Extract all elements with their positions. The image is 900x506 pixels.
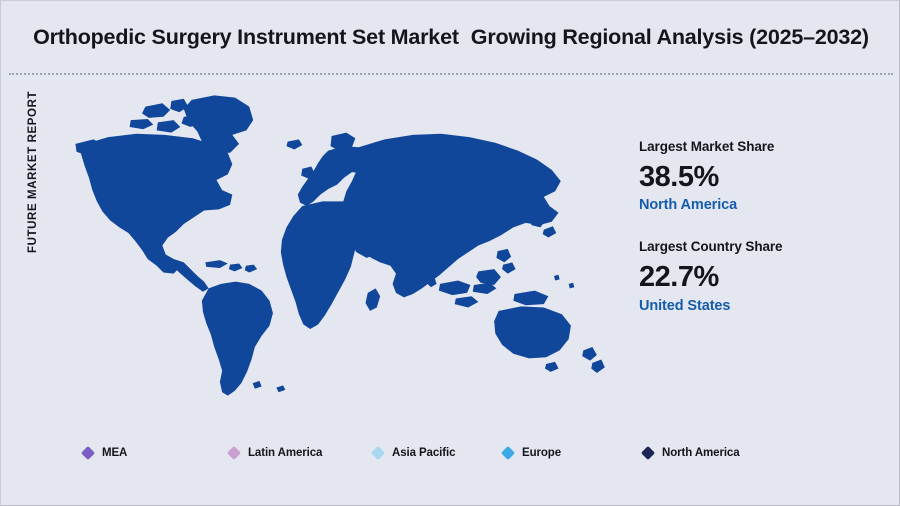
land-japan-2 <box>542 226 557 238</box>
legend-marker-mea <box>80 445 96 461</box>
legend-item-europe: Europe <box>500 445 562 461</box>
stat-block-country-share: Largest Country Share 22.7% United State… <box>639 239 889 313</box>
legend-label-europe: Europe <box>522 447 562 459</box>
land-caribbean-3 <box>244 264 258 273</box>
map-landmasses <box>75 95 605 396</box>
land-europe <box>297 146 377 206</box>
stat-value-market-share: 38.5% <box>639 161 719 193</box>
brand-vertical-label: FUTURE MARKET REPORT <box>23 63 43 253</box>
land-arctic-island-2 <box>170 98 189 113</box>
legend-label-mea: MEA <box>102 447 128 459</box>
land-arctic-island-1 <box>142 103 171 118</box>
land-caribbean-2 <box>228 263 243 272</box>
brand-vertical-text: FUTURE MARKET REPORT <box>27 90 39 253</box>
legend-item-north-america: North America <box>640 445 740 461</box>
legend-label-north-america: North America <box>662 447 740 459</box>
legend-item-mea: MEA <box>80 445 128 461</box>
land-madagascar <box>365 288 381 311</box>
map-legend: MEA Latin America Asia Pacific Europe No… <box>80 445 783 471</box>
legend-marker-latin-america <box>226 445 242 461</box>
header-divider <box>9 73 893 75</box>
land-india <box>402 239 436 284</box>
stat-block-market-share: Largest Market Share 38.5% North America <box>639 139 889 213</box>
legend-item-asia-pacific: Asia Pacific <box>370 445 456 461</box>
legend-marker-north-america <box>640 445 656 461</box>
land-arctic-island-4 <box>156 120 181 133</box>
land-new-guinea <box>513 290 549 306</box>
legend-marker-europe <box>500 445 516 461</box>
land-indonesia-3 <box>454 296 479 308</box>
stats-panel: Largest Market Share 38.5% North America… <box>639 139 889 340</box>
land-arctic-island-5 <box>181 115 201 127</box>
land-island-falklands <box>252 380 262 389</box>
land-new-zealand-2 <box>591 359 605 373</box>
land-iceland <box>286 139 303 150</box>
stat-region-country-share: United States <box>639 297 731 314</box>
legend-label-latin-america: Latin America <box>248 447 323 459</box>
legend-label-asia-pacific: Asia Pacific <box>392 447 456 459</box>
land-island-south-georgia <box>276 385 286 393</box>
land-africa <box>280 201 365 329</box>
page-title-text: Orthopedic Surgery Instrument Set Market… <box>33 25 869 50</box>
land-asia <box>342 133 561 298</box>
stat-region-market-share: North America <box>639 197 738 214</box>
page-title: Orthopedic Surgery Instrument Set Market… <box>1 1 899 73</box>
land-tasmania <box>544 361 559 372</box>
legend-item-latin-america: Latin America <box>226 445 323 461</box>
land-new-zealand-1 <box>582 347 597 361</box>
land-uk <box>301 166 315 179</box>
land-south-america <box>201 281 273 396</box>
world-map-svg <box>75 95 605 396</box>
world-map <box>63 89 633 429</box>
stat-label-country-share: Largest Country Share <box>639 239 783 255</box>
land-island-pacific-2 <box>568 282 575 289</box>
land-scandinavia <box>330 132 356 152</box>
land-arctic-island-3 <box>129 119 154 130</box>
legend-marker-asia-pacific <box>370 445 386 461</box>
land-japan-1 <box>530 212 547 228</box>
land-philippines-1 <box>496 248 512 263</box>
page-title-sub: Growing Regional Analysis (2025–2032) <box>470 24 869 49</box>
land-caribbean-1 <box>205 260 228 269</box>
stat-label-market-share: Largest Market Share <box>639 139 775 154</box>
land-greenland <box>183 95 254 153</box>
land-borneo <box>476 269 501 285</box>
land-philippines-2 <box>502 262 516 274</box>
land-north-america <box>81 133 233 274</box>
land-island-pacific-1 <box>553 274 560 281</box>
stat-value-country-share: 22.7% <box>639 261 719 294</box>
land-arabia <box>350 230 384 258</box>
land-central-america <box>172 259 209 292</box>
land-island-sri-lanka <box>427 277 437 288</box>
land-indonesia-2 <box>472 282 497 294</box>
land-alaska <box>75 139 103 156</box>
land-australia <box>494 306 571 359</box>
page-title-main: Orthopedic Surgery Instrument Set Market <box>33 24 459 49</box>
land-indonesia-1 <box>438 280 471 296</box>
